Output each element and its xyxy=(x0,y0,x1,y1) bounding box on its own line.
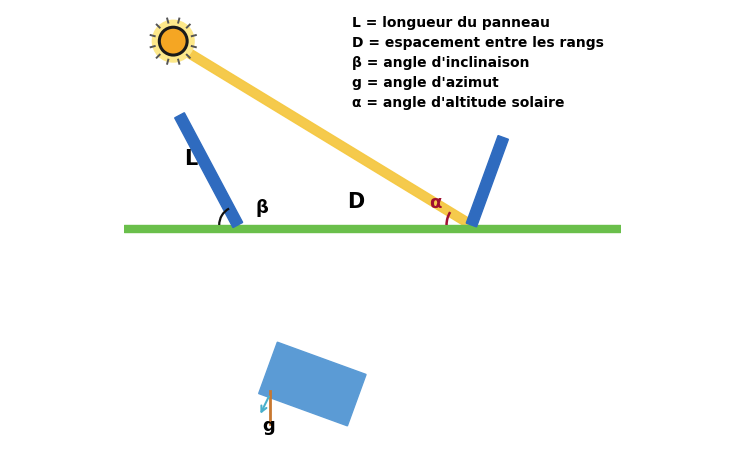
Text: g: g xyxy=(263,417,275,435)
Text: α: α xyxy=(429,194,441,212)
Polygon shape xyxy=(259,342,366,426)
Text: L = longueur du panneau
D = espacement entre les rangs
β = angle d'inclinaison
g: L = longueur du panneau D = espacement e… xyxy=(352,16,604,111)
Polygon shape xyxy=(187,50,474,229)
Circle shape xyxy=(159,27,187,55)
Text: L: L xyxy=(184,149,197,169)
Polygon shape xyxy=(175,113,243,228)
Circle shape xyxy=(153,20,194,62)
Polygon shape xyxy=(466,135,508,227)
Text: D: D xyxy=(347,192,365,211)
Text: β: β xyxy=(255,198,268,216)
